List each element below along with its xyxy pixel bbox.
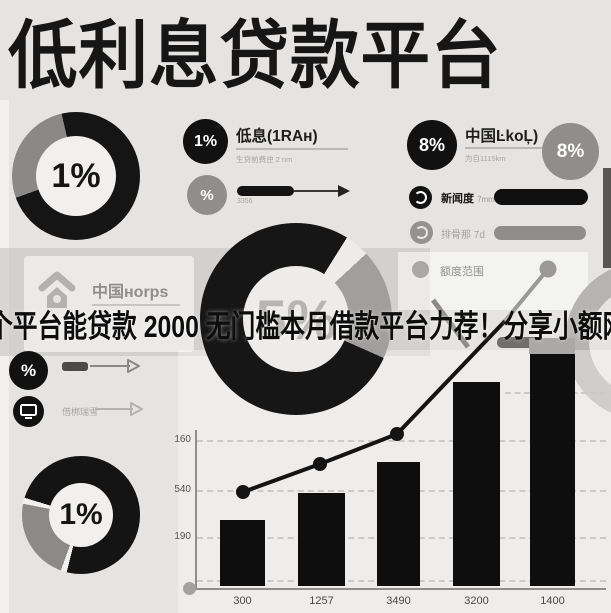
stat-bar-dark — [494, 189, 588, 205]
bar — [220, 520, 265, 586]
bar-gray-cap — [529, 338, 575, 354]
page-title: 低利息贷款平台 — [8, 14, 502, 97]
donut-top-left-value: 1% — [51, 156, 101, 195]
donut-bottom-left: 1% — [22, 456, 140, 574]
x-tick-label: 1257 — [309, 595, 334, 607]
home-card-label: 中国ʜorps — [92, 284, 169, 301]
divider — [465, 147, 547, 149]
low-interest-title: 低息(1RAʜ) — [236, 128, 318, 145]
donut-bottom-left-value: 1% — [59, 498, 103, 531]
y-axis — [195, 430, 197, 590]
row1-text: 新闻度 — [441, 193, 474, 205]
progress-pill-dark — [237, 186, 294, 196]
decor-edge-strip — [603, 168, 611, 268]
x-tick-label: 3200 — [464, 595, 489, 607]
china-row3-label: 额度范围 — [440, 266, 484, 278]
low-interest-badge: 1% — [183, 119, 228, 164]
china-title: 中国ĿkoĻ) — [465, 128, 539, 145]
monitor-glyph — [20, 404, 37, 419]
monitor-icon — [13, 396, 44, 427]
clock-icon — [409, 186, 432, 209]
decor-gray-bar — [497, 337, 543, 348]
divider — [92, 304, 180, 306]
gridline — [197, 440, 606, 442]
x-axis — [195, 588, 606, 590]
x-tick-label: 300 — [233, 595, 252, 607]
percent-badge: % — [187, 175, 227, 215]
pill-caption: 3356 — [237, 198, 253, 205]
arrow-right-icon — [95, 402, 143, 416]
mini-bar — [62, 362, 88, 371]
banner-headline: 个平台能贷款 2000 无门槛本月借款平台力荐！分享小额网贷口子2000 — [0, 309, 611, 344]
axis-origin-dot — [183, 582, 196, 595]
low-interest-subtitle: 生贷前费迚 2 nm — [236, 155, 293, 164]
percent-circle-icon: % — [9, 351, 48, 390]
left-margin-strip — [0, 100, 9, 613]
china-row1-label: 新闻度 7mm — [441, 190, 495, 206]
china-side-badge: 8% — [542, 123, 599, 180]
y-tick-label: 160 — [174, 434, 191, 445]
arrow-right-icon — [294, 185, 350, 197]
china-row2-label: 排骨那 7d — [441, 230, 485, 241]
home-icon — [38, 271, 76, 308]
donut-center: 5% — [200, 223, 392, 415]
y-tick-label: 540 — [174, 484, 191, 495]
arrow-right-icon — [90, 359, 140, 373]
y-tick-label: 190 — [174, 531, 191, 542]
bar — [453, 382, 500, 586]
x-tick-label: 1400 — [540, 595, 565, 607]
stat-bar-gray — [494, 226, 586, 240]
left-row2-label: 借梆瑞雪 — [62, 407, 99, 417]
clock-glyph — [415, 226, 428, 239]
china-badge: 8% — [407, 120, 457, 170]
bar — [298, 493, 345, 586]
divider — [236, 148, 348, 150]
clock-icon-gray — [410, 221, 433, 244]
donut-center-value: 5% — [255, 287, 337, 351]
bar — [530, 353, 575, 586]
china-subtitle: 为自1115km — [465, 154, 506, 163]
bar — [377, 462, 420, 586]
donut-top-left: 1% — [12, 112, 140, 240]
x-tick-label: 3490 — [386, 595, 411, 607]
dot-icon — [412, 261, 429, 278]
clock-glyph — [414, 191, 427, 204]
row1-subtext: 7mm — [477, 195, 495, 204]
